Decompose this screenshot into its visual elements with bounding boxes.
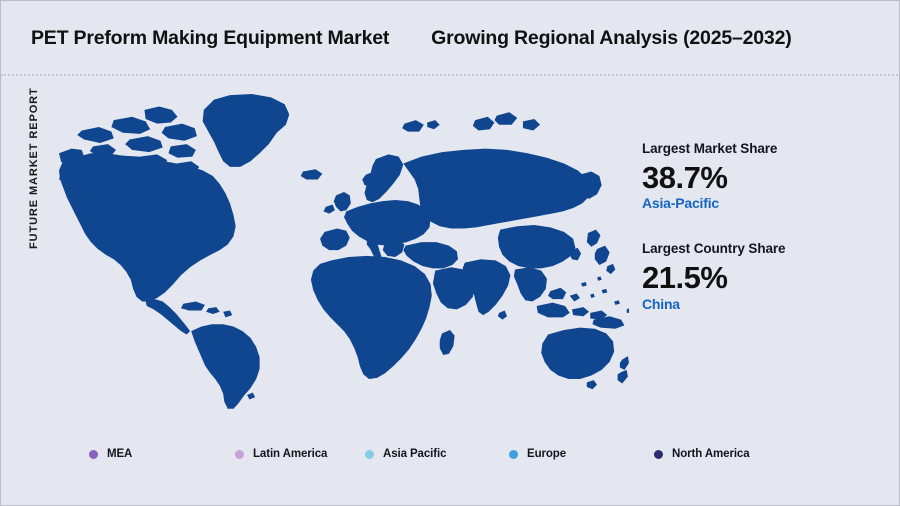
world-map-svg (59, 93, 629, 409)
stat-label-country-share: Largest Country Share (642, 241, 786, 257)
stat-block-country-share: Largest Country Share 21.5% China (642, 241, 874, 311)
stats-panel: Largest Market Share 38.7% Asia-Pacific … (642, 141, 874, 342)
legend-dot-latin-america (235, 449, 244, 459)
stat-region-market-share: Asia-Pacific (642, 195, 719, 212)
legend-item-latin-america: Latin America (235, 448, 327, 460)
stat-value-country-share: 21.5% (642, 260, 728, 296)
legend: MEA Latin America Asia Pacific Europe No… (89, 448, 789, 468)
legend-dot-mea (89, 449, 98, 459)
map-landmasses (59, 93, 629, 409)
stat-label-market-share: Largest Market Share (642, 141, 778, 156)
legend-label-latin-america: Latin America (253, 448, 328, 460)
legend-label-europe: Europe (527, 448, 567, 460)
stat-block-market-share: Largest Market Share 38.7% Asia-Pacific (642, 141, 874, 211)
brand-vertical-label: FUTURE MARKET REPORT (28, 87, 40, 249)
page-title: PET Preform Making Equipment Market (31, 26, 390, 49)
legend-label-north-america: North America (672, 448, 750, 460)
stat-region-country-share: China (642, 295, 680, 312)
header-bar: PET Preform Making Equipment Market Grow… (1, 1, 899, 75)
legend-label-mea: MEA (107, 448, 133, 460)
stat-value-market-share: 38.7% (642, 160, 728, 195)
legend-dot-asia-pacific (365, 449, 374, 459)
legend-item-europe: Europe (509, 448, 566, 460)
legend-label-asia-pacific: Asia Pacific (383, 448, 447, 460)
legend-dot-europe (509, 449, 518, 459)
world-map (59, 89, 629, 409)
header-divider (1, 74, 899, 76)
legend-dot-north-america (654, 449, 663, 459)
legend-item-north-america: North America (654, 448, 750, 460)
page-subtitle: Growing Regional Analysis (2025–2032) (431, 26, 792, 49)
legend-item-mea: MEA (89, 448, 132, 460)
legend-item-asia-pacific: Asia Pacific (365, 448, 446, 460)
